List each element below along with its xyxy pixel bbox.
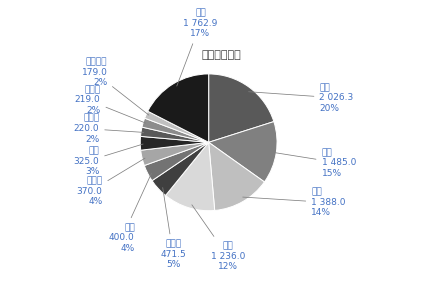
Wedge shape (208, 142, 264, 211)
Text: 美国
2 026.3
20%: 美国 2 026.3 20% (248, 83, 353, 113)
Text: 其他
1 762.9
17%: 其他 1 762.9 17% (176, 8, 217, 86)
Wedge shape (144, 142, 208, 181)
Text: 泰国
325.0
3%: 泰国 325.0 3% (73, 144, 143, 176)
Text: 土耳其
220.0
2%: 土耳其 220.0 2% (74, 114, 143, 143)
Text: 产量（万吨）: 产量（万吨） (201, 50, 240, 60)
Wedge shape (140, 136, 208, 150)
Text: 欧盟
1 236.0
12%: 欧盟 1 236.0 12% (191, 205, 244, 271)
Wedge shape (152, 142, 208, 196)
Wedge shape (208, 122, 276, 182)
Wedge shape (140, 127, 208, 142)
Text: 巴西
1 388.0
14%: 巴西 1 388.0 14% (242, 188, 345, 217)
Text: 中国
1 485.0
15%: 中国 1 485.0 15% (273, 148, 355, 178)
Wedge shape (208, 74, 273, 142)
Text: 印度
400.0
4%: 印度 400.0 4% (109, 173, 151, 253)
Wedge shape (141, 142, 208, 166)
Text: 俄罗斯
471.5
5%: 俄罗斯 471.5 5% (160, 188, 185, 269)
Wedge shape (165, 142, 214, 211)
Wedge shape (141, 118, 208, 142)
Text: 墨西哥
370.0
4%: 墨西哥 370.0 4% (77, 158, 145, 207)
Wedge shape (144, 111, 208, 142)
Text: 阿根廷
219.0
2%: 阿根廷 219.0 2% (75, 85, 145, 123)
Text: 马来西亚
179.0
2%: 马来西亚 179.0 2% (81, 58, 149, 115)
Wedge shape (147, 74, 208, 142)
